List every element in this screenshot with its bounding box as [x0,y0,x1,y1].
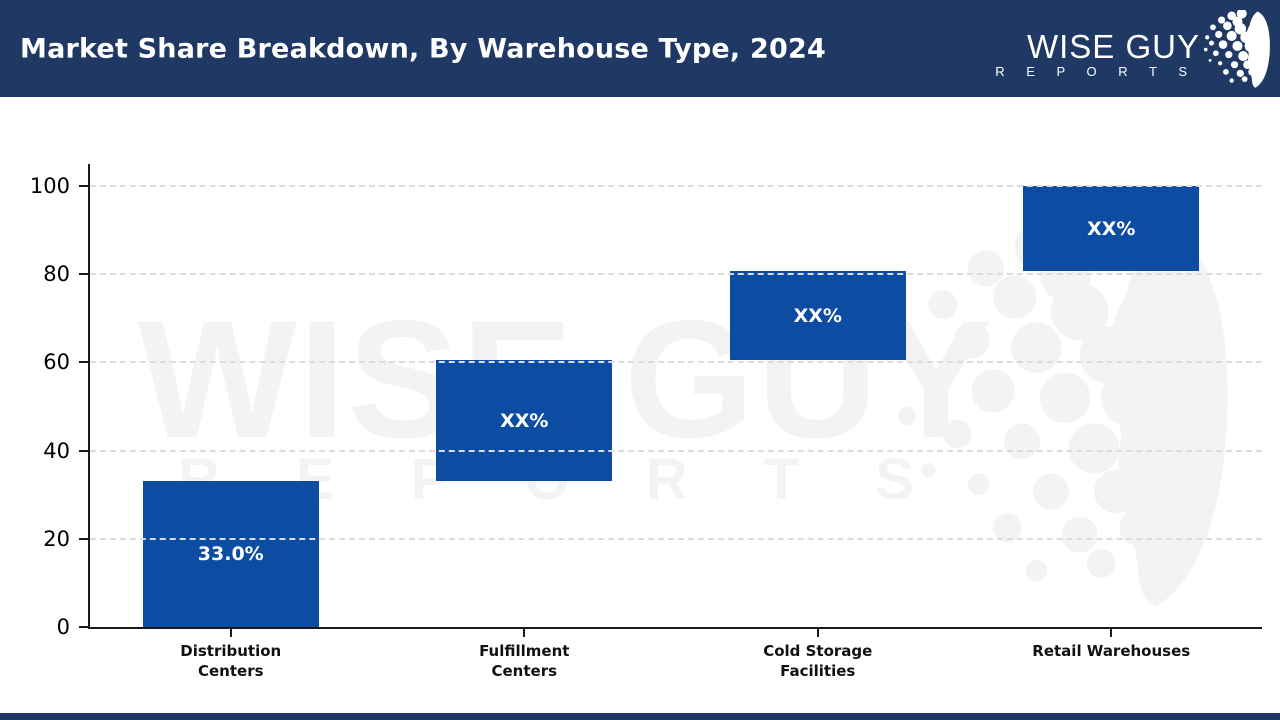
x-tick-mark [816,629,819,637]
x-tick-mark [1110,629,1113,637]
y-tick-mark [79,449,88,452]
x-category-label: Fulfillment Centers [394,641,654,681]
x-category-label: Cold Storage Facilities [688,641,948,681]
bar-0 [142,481,319,627]
bar-1 [436,360,613,482]
footer-band [0,713,1280,720]
x-tick-mark [523,629,526,637]
y-tick-label: 80 [43,262,70,287]
logo-head-icon [1200,8,1272,93]
y-tick-mark [79,537,88,540]
header-band: Market Share Breakdown, By Warehouse Typ… [0,0,1280,97]
y-tick-label: 0 [56,615,70,639]
bar-value-label: 33.0% [197,543,264,566]
gridline-y100 [90,185,1262,187]
x-category-label-line: Centers [197,662,264,680]
x-category-label-line: Distribution [180,642,282,660]
x-axis-line [88,627,1262,629]
wise-guy-logo: WISE GUY R E P O R T S [995,6,1270,91]
plot-area: 0 20 40 60 80 100 33.0% Distribution Centers XX% F… [0,97,1280,713]
bar-value-label: XX% [500,409,549,432]
y-tick-mark [79,273,88,276]
y-tick-mark [79,626,88,628]
y-tick-label: 20 [43,526,70,551]
logo-name-text: WISE GUY [1026,28,1200,65]
bar-2 [729,271,906,361]
x-category-label-line: Facilities [780,662,856,680]
y-tick-label: 60 [43,350,70,375]
y-tick-label: 100 [29,174,70,198]
gridline-y60 [90,361,1262,364]
x-tick-mark [229,629,232,637]
page-title: Market Share Breakdown, By Warehouse Typ… [20,33,826,64]
bar-value-label: XX% [1087,217,1136,240]
x-category-label-line: Centers [491,662,558,680]
x-category-label-line: Retail Warehouses [1032,642,1191,660]
gridline-y80 [90,273,1262,276]
x-category-label: Distribution Centers [101,641,361,681]
bar-value-label: XX% [793,304,842,327]
y-axis-line [88,164,90,629]
gridline-y20 [90,537,1262,540]
y-tick-mark [79,185,88,187]
bar-3 [1023,186,1200,272]
y-tick-label: 40 [43,438,70,463]
x-category-label: Retail Warehouses [981,641,1241,661]
logo-sub-text: R E P O R T S [995,64,1196,79]
y-tick-mark [79,361,88,364]
x-category-label-line: Fulfillment [479,642,570,660]
x-category-label-line: Cold Storage [763,642,873,660]
gridline-y40 [90,449,1262,452]
